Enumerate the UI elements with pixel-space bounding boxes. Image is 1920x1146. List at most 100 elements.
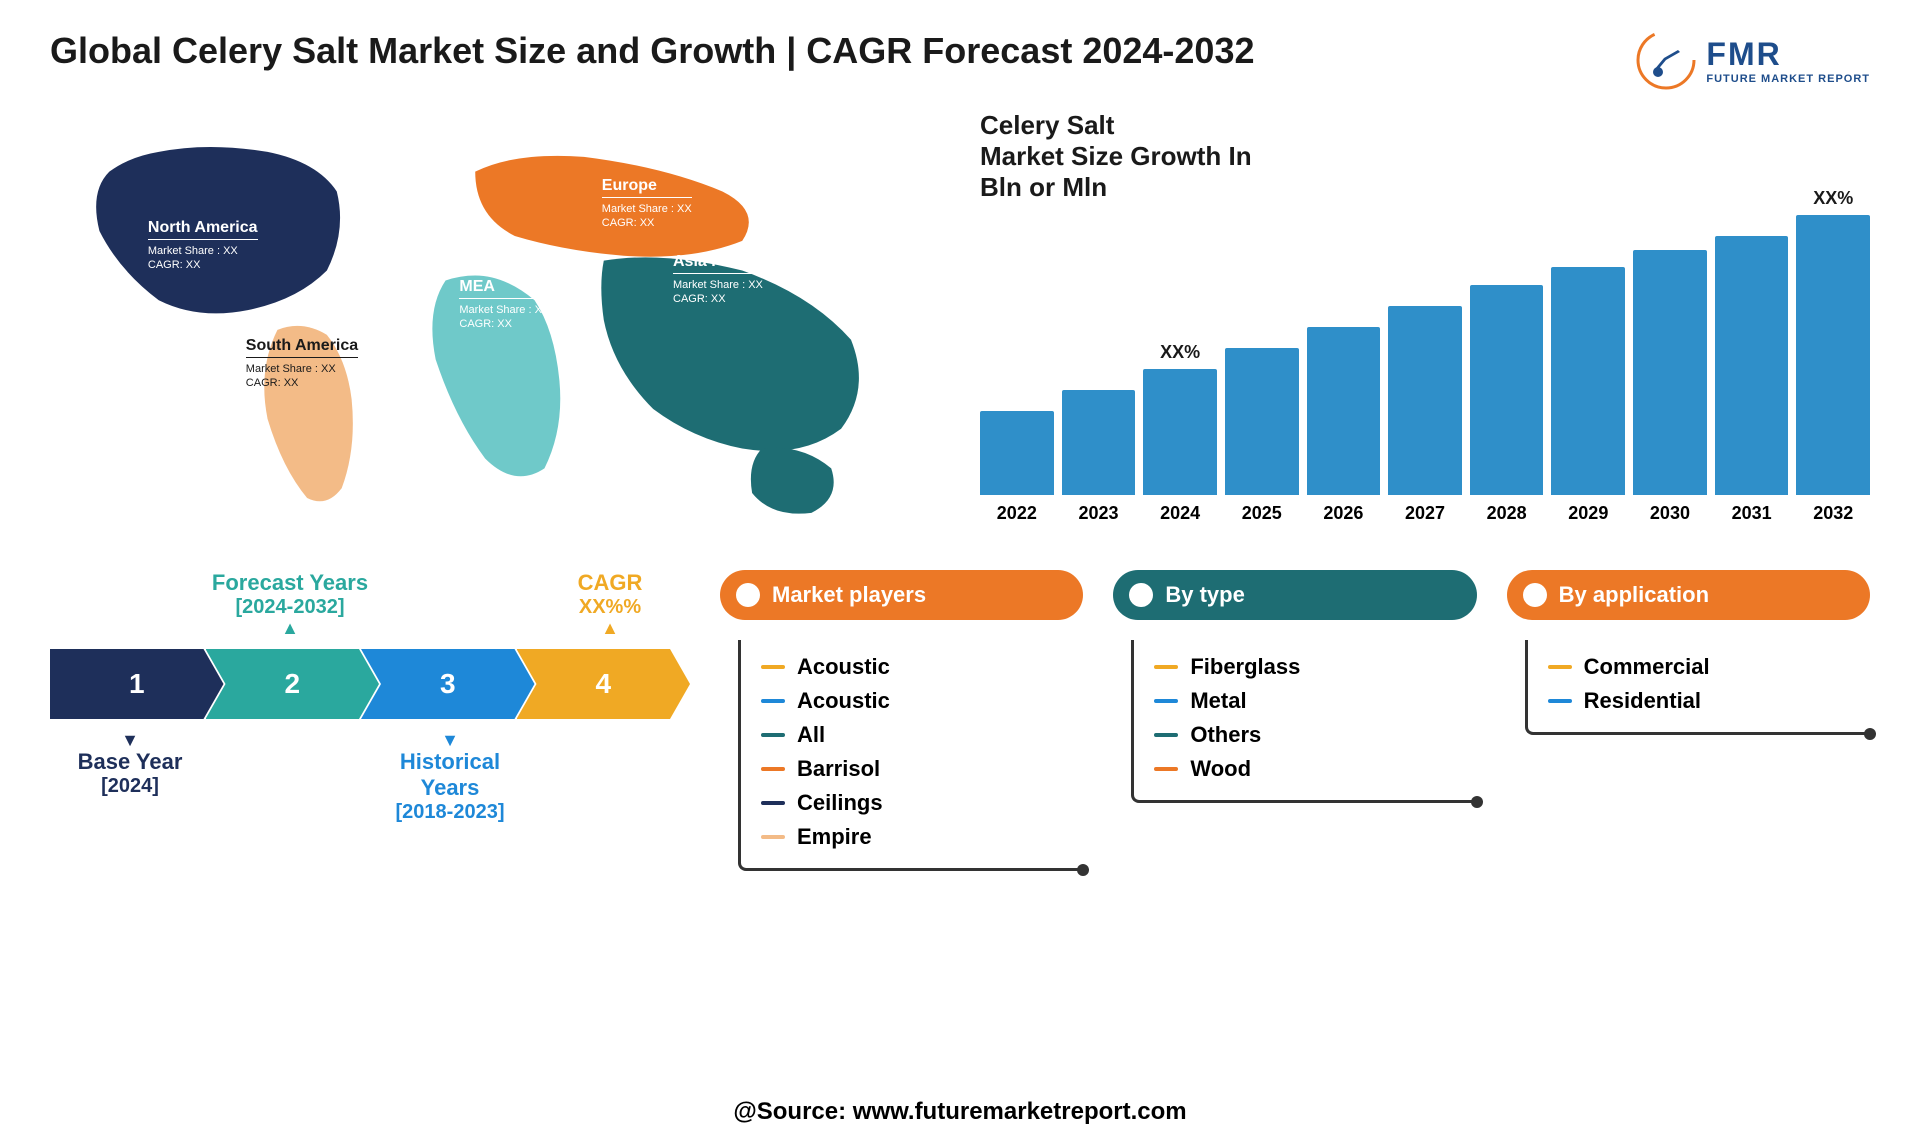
segment-header: By type	[1113, 570, 1476, 620]
segment-item-label: Barrisol	[797, 756, 880, 782]
bar	[1307, 327, 1381, 495]
page-title: Global Celery Salt Market Size and Growt…	[50, 30, 1255, 72]
timeline-label	[50, 570, 210, 637]
bar	[1470, 285, 1544, 495]
segment-header-label: Market players	[772, 582, 926, 608]
bar	[1225, 348, 1299, 495]
logo-text: FMR	[1706, 36, 1870, 73]
telescope-icon	[1636, 30, 1696, 90]
bar-column: 2029	[1551, 267, 1625, 524]
segment-item: Others	[1154, 718, 1476, 752]
bar	[1551, 267, 1625, 495]
bar-year-label: 2027	[1405, 503, 1445, 524]
bar-column: 2031	[1715, 236, 1789, 524]
logo-subtitle: FUTURE MARKET REPORT	[1706, 73, 1870, 85]
timeline-segment: 3	[361, 649, 535, 719]
segment-item: Barrisol	[761, 752, 1083, 786]
bar-year-label: 2029	[1568, 503, 1608, 524]
segment-item: All	[761, 718, 1083, 752]
timeline-top-labels: Forecast Years[2024-2032]▲CAGRXX%%▲	[50, 570, 690, 637]
region-label: EuropeMarket Share : XXCAGR: XX	[602, 177, 692, 231]
segment-panel: By application Commercial Residential	[1507, 570, 1870, 871]
header: Global Celery Salt Market Size and Growt…	[50, 30, 1870, 90]
bar-year-label: 2030	[1650, 503, 1690, 524]
bar-year-label: 2028	[1487, 503, 1527, 524]
segment-header: By application	[1507, 570, 1870, 620]
timeline-label	[370, 570, 530, 637]
segment-item: Metal	[1154, 684, 1476, 718]
segment-item-label: Ceilings	[797, 790, 883, 816]
region-label: South AmericaMarket Share : XXCAGR: XX	[246, 337, 358, 391]
segment-item-label: Empire	[797, 824, 872, 850]
bar	[1388, 306, 1462, 495]
segment-header-label: By application	[1559, 582, 1709, 608]
timeline-label: ▼Historical Years[2018-2023]	[370, 731, 530, 824]
bar-column: 2022	[980, 411, 1054, 524]
segment-panels: Market players Acoustic Acoustic All Barriso…	[720, 570, 1870, 871]
segment-item: Empire	[761, 820, 1083, 854]
bar-column: 2025	[1225, 348, 1299, 524]
bar	[1633, 250, 1707, 495]
segment-item: Residential	[1548, 684, 1870, 718]
fmr-logo: FMR FUTURE MARKET REPORT	[1636, 30, 1870, 90]
bar-year-label: 2024	[1160, 503, 1200, 524]
world-map: North AmericaMarket Share : XXCAGR: XX So…	[50, 110, 940, 530]
dot-icon	[736, 583, 760, 607]
bar	[1796, 215, 1870, 495]
bar-year-label: 2025	[1242, 503, 1282, 524]
dot-icon	[1523, 583, 1547, 607]
bar-column: 2023	[1062, 390, 1136, 524]
segment-panel: Market players Acoustic Acoustic All Barriso…	[720, 570, 1083, 871]
region-label: MEAMarket Share : XXCAGR: XX	[459, 278, 549, 332]
dot-icon	[1129, 583, 1153, 607]
bar-column: XX%2024	[1143, 369, 1217, 524]
bar-year-label: 2031	[1732, 503, 1772, 524]
region-label: Asia PacificMarket Share : XXCAGR: XX	[673, 253, 763, 307]
segment-item-label: Acoustic	[797, 688, 890, 714]
segment-item-label: Others	[1190, 722, 1261, 748]
bar-column: 2026	[1307, 327, 1381, 524]
timeline-label: CAGRXX%%▲	[530, 570, 690, 637]
segment-item: Commercial	[1548, 650, 1870, 684]
segment-item: Wood	[1154, 752, 1476, 786]
timeline-label	[530, 731, 690, 824]
segment-item: Acoustic	[761, 650, 1083, 684]
segment-header-label: By type	[1165, 582, 1244, 608]
source-attribution: @Source: www.futuremarketreport.com	[733, 1098, 1186, 1126]
segment-list: Fiberglass Metal Others Wood	[1131, 640, 1476, 803]
bar-year-label: 2026	[1323, 503, 1363, 524]
top-section: North AmericaMarket Share : XXCAGR: XX So…	[50, 110, 1870, 530]
segment-item-label: Metal	[1190, 688, 1246, 714]
segment-panel: By type Fiberglass Metal Others Wood	[1113, 570, 1476, 871]
bar-year-label: 2023	[1078, 503, 1118, 524]
segment-list: Commercial Residential	[1525, 640, 1870, 735]
timeline-segment: 4	[517, 649, 691, 719]
timeline-label	[210, 731, 370, 824]
bar-column: 2027	[1388, 306, 1462, 524]
segment-header: Market players	[720, 570, 1083, 620]
chart-title: Celery SaltMarket Size Growth InBln or M…	[980, 110, 1870, 204]
region-label: North AmericaMarket Share : XXCAGR: XX	[148, 219, 258, 273]
segment-item-label: Acoustic	[797, 654, 890, 680]
timeline-segment: 1	[50, 649, 224, 719]
segment-item-label: Fiberglass	[1190, 654, 1300, 680]
bar	[1715, 236, 1789, 495]
segment-item: Ceilings	[761, 786, 1083, 820]
segment-item-label: All	[797, 722, 825, 748]
bar-column: 2028	[1470, 285, 1544, 524]
bar-year-label: 2022	[997, 503, 1037, 524]
timeline: Forecast Years[2024-2032]▲CAGRXX%%▲ 1234…	[50, 570, 690, 871]
segment-item-label: Residential	[1584, 688, 1701, 714]
segment-list: Acoustic Acoustic All Barrisol Ceilings Empir…	[738, 640, 1083, 871]
bar-year-label: 2032	[1813, 503, 1853, 524]
bar	[1062, 390, 1136, 495]
timeline-segment: 2	[206, 649, 380, 719]
bottom-section: Forecast Years[2024-2032]▲CAGRXX%%▲ 1234…	[50, 570, 1870, 871]
segment-item: Fiberglass	[1154, 650, 1476, 684]
bar-column: XX%2032	[1796, 215, 1870, 524]
segment-item-label: Commercial	[1584, 654, 1710, 680]
timeline-label: ▼Base Year[2024]	[50, 731, 210, 824]
bar	[980, 411, 1054, 495]
bar-column: 2030	[1633, 250, 1707, 524]
bar	[1143, 369, 1217, 495]
